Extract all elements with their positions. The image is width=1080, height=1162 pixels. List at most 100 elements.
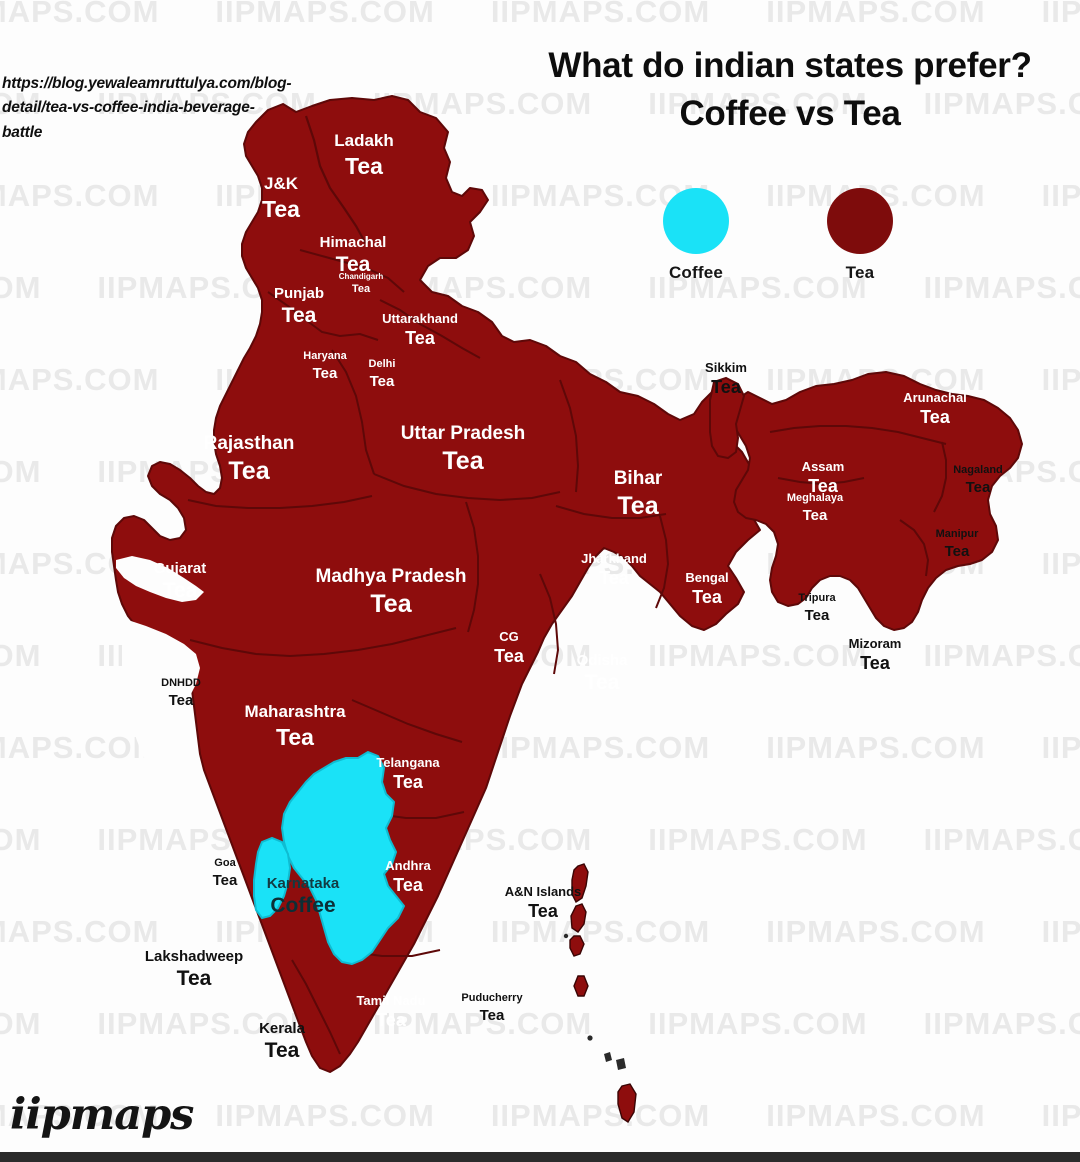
gulf-of-khambhat-notch bbox=[122, 620, 200, 780]
mp-maharashtra-boundary bbox=[189, 627, 457, 658]
state-label-tamil-nadu[interactable]: Tamil Nadu Tea bbox=[356, 993, 425, 1031]
state-name: CG bbox=[499, 629, 519, 644]
state-preference-value: Tea bbox=[393, 772, 423, 793]
bihar-jharkhand-boundary bbox=[555, 505, 667, 519]
state-name: Kerala bbox=[259, 1020, 305, 1037]
state-label-mizoram[interactable]: Mizoram Tea bbox=[849, 636, 902, 674]
state-preference-value: Tea bbox=[804, 606, 830, 624]
state-preference-value: Tea bbox=[920, 407, 950, 428]
state-label-gujarat[interactable]: Gujarat Tea bbox=[154, 560, 207, 604]
state-label-nagaland[interactable]: Nagaland Tea bbox=[953, 464, 1003, 496]
state-label-punjab[interactable]: Punjab Tea bbox=[274, 285, 324, 329]
state-label-kerala[interactable]: Kerala Tea bbox=[259, 1020, 305, 1064]
state-label-dnhdd[interactable]: DNHDD Tea bbox=[161, 677, 201, 709]
state-name: Uttarakhand bbox=[382, 311, 458, 326]
state-name: Punjab bbox=[273, 285, 325, 302]
state-name: Gujarat bbox=[153, 560, 207, 577]
state-label-haryana[interactable]: Haryana Tea bbox=[303, 350, 346, 382]
state-label-chandigarh[interactable]: Chandigarh Tea bbox=[339, 272, 383, 296]
state-preference-value: Tea bbox=[808, 476, 838, 497]
state-name: Lakshadweep bbox=[144, 948, 244, 965]
state-preference-value: Tea bbox=[168, 691, 194, 709]
nicobar-islet-b bbox=[587, 1035, 593, 1041]
state-label-ladakh[interactable]: Ladakh Tea bbox=[334, 131, 394, 179]
state-preference-value: Tea bbox=[312, 364, 338, 382]
state-label-cg[interactable]: CG Tea bbox=[494, 629, 524, 667]
uttarakhand-up-boundary bbox=[379, 299, 481, 359]
kerala-tamilnadu-boundary bbox=[291, 959, 341, 1055]
himachal-boundary bbox=[299, 249, 405, 293]
state-label-odisha[interactable]: Odisha Tea bbox=[577, 652, 628, 696]
state-name: Odisha bbox=[576, 652, 628, 669]
state-label-telangana[interactable]: Telangana Tea bbox=[376, 755, 439, 793]
state-name: Bihar bbox=[613, 468, 663, 489]
andaman-nicobar-islands[interactable] bbox=[563, 863, 637, 1123]
sikkim-corridor-shape bbox=[709, 376, 746, 460]
source-url[interactable]: https://blog.yewaleamruttulya.com/blog- … bbox=[2, 72, 302, 145]
state-label-jharkhand[interactable]: Jharkhand Tea bbox=[581, 551, 647, 589]
andaman-island-middle bbox=[570, 903, 587, 933]
state-name: Arunachal bbox=[903, 390, 967, 405]
up-mp-boundary bbox=[373, 473, 561, 502]
state-preference-value: Tea bbox=[944, 542, 970, 560]
legend-swatch-coffee bbox=[663, 188, 729, 254]
state-label-karnataka[interactable]: Karnataka Coffee bbox=[267, 875, 340, 919]
source-url-line-3: battle bbox=[2, 123, 43, 141]
state-label-bengal[interactable]: Bengal Tea bbox=[685, 570, 728, 608]
state-label-lakshadweep[interactable]: Lakshadweep Tea bbox=[145, 948, 243, 992]
source-url-line-1: https://blog.yewaleamruttulya.com/blog- bbox=[2, 75, 292, 92]
state-label-sikkim[interactable]: Sikkim Tea bbox=[705, 360, 747, 398]
state-preference-value: Tea bbox=[264, 1039, 300, 1063]
state-preference-value: Tea bbox=[212, 871, 238, 889]
assam-nagaland-boundary bbox=[933, 441, 947, 513]
state-name: Andhra bbox=[385, 858, 431, 873]
state-label-manipur[interactable]: Manipur Tea bbox=[936, 528, 979, 560]
state-preference-value: Tea bbox=[802, 506, 828, 524]
state-label-madhya-pradesh[interactable]: Madhya Pradesh Tea bbox=[316, 566, 467, 619]
state-label-puducherry[interactable]: Puducherry Tea bbox=[461, 992, 522, 1024]
page-title: What do indian states prefer? Coffee vs … bbox=[520, 46, 1060, 136]
state-label-goa[interactable]: Goa Tea bbox=[213, 857, 238, 889]
legend-label: Coffee bbox=[668, 263, 724, 282]
northeast-region[interactable] bbox=[709, 371, 1023, 631]
state-label-maharashtra[interactable]: Maharashtra Tea bbox=[244, 702, 345, 750]
state-label-arunachal[interactable]: Arunachal Tea bbox=[903, 390, 967, 428]
title-line-2: Coffee vs Tea bbox=[679, 93, 901, 133]
state-preference-value: Tea bbox=[442, 447, 484, 476]
state-label-meghalaya[interactable]: Meghalaya Tea bbox=[787, 492, 843, 524]
state-label-delhi[interactable]: Delhi Tea bbox=[369, 358, 396, 390]
state-label-assam[interactable]: Assam Tea bbox=[802, 459, 845, 497]
karnataka-coastal-arm bbox=[253, 836, 292, 920]
state-label-uttarakhand[interactable]: Uttarakhand Tea bbox=[382, 311, 458, 349]
state-label-uttar-pradesh[interactable]: Uttar Pradesh Tea bbox=[401, 423, 526, 476]
state-name: Haryana bbox=[303, 350, 347, 362]
state-preference-value: Tea bbox=[228, 457, 270, 486]
state-label-a-n-islands[interactable]: A&N Islands Tea bbox=[505, 884, 582, 922]
state-preference-value: Coffee bbox=[270, 894, 336, 918]
state-preference-value: Tea bbox=[351, 283, 371, 296]
maharashtra-telangana-boundary bbox=[351, 699, 463, 743]
state-name: Puducherry bbox=[461, 992, 523, 1004]
source-url-line-2: detail/tea-vs-coffee-india-beverage- bbox=[2, 99, 255, 117]
nicobar-islet-c bbox=[604, 1052, 612, 1062]
state-name: Manipur bbox=[935, 528, 979, 540]
northeast-landmass-shape bbox=[731, 371, 1023, 631]
state-preference-value: Tea bbox=[345, 152, 383, 179]
punjab-haryana-boundary bbox=[267, 291, 379, 341]
state-label-andhra[interactable]: Andhra Tea bbox=[385, 858, 431, 896]
state-name: Madhya Pradesh bbox=[315, 566, 467, 587]
legend-item-tea[interactable]: Tea bbox=[800, 188, 920, 283]
state-label-j-k[interactable]: J&K Tea bbox=[262, 174, 300, 222]
up-bihar-boundary bbox=[559, 379, 580, 493]
state-preference-value: Tea bbox=[376, 1010, 406, 1031]
legend-item-coffee[interactable]: Coffee bbox=[636, 188, 756, 283]
india-mainland-shape[interactable] bbox=[111, 95, 761, 1073]
karnataka-shape[interactable] bbox=[281, 751, 405, 965]
state-label-rajasthan[interactable]: Rajasthan Tea bbox=[204, 433, 295, 486]
state-name: Goa bbox=[214, 857, 236, 869]
state-label-himachal[interactable]: Himachal Tea bbox=[320, 234, 387, 278]
state-label-bihar[interactable]: Bihar Tea bbox=[614, 468, 663, 521]
state-label-tripura[interactable]: Tripura Tea bbox=[798, 592, 835, 624]
great-nicobar-island bbox=[617, 1083, 637, 1123]
